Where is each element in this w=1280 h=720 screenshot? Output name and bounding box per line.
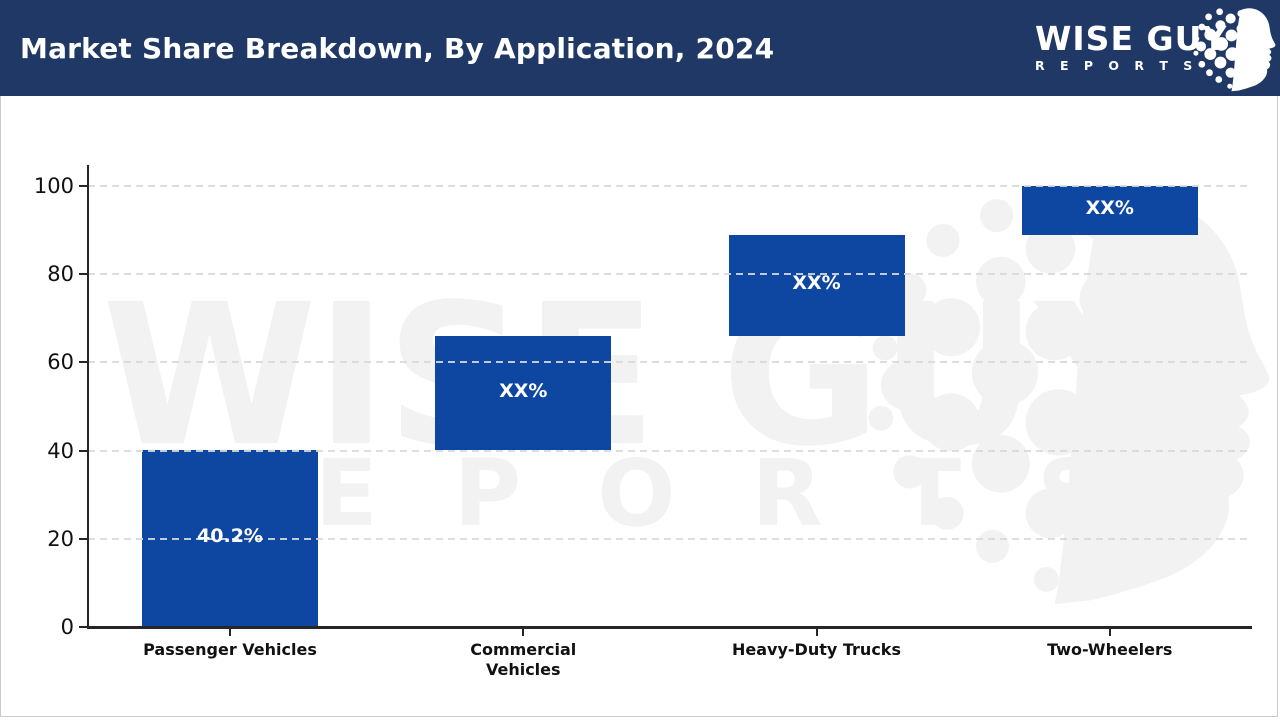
bar-segment-commercial-vehicles [435,335,612,450]
y-tick-mark [79,185,88,187]
y-tick-mark [79,626,88,628]
x-tick-mark [522,628,525,636]
header-bar: Market Share Breakdown, By Application, … [0,0,1280,96]
bar-segment-heavy-duty-trucks [728,234,905,336]
y-tick-label: 100 [33,174,74,198]
y-gridline [88,537,1252,540]
y-gridline [88,273,1252,276]
x-axis-label: Commercial Vehicles [470,640,577,679]
x-axis-label: Two-Wheelers [1047,640,1173,659]
bar-value-label: 40.2% [197,525,263,548]
x-tick-mark [1108,628,1111,636]
x-axis-label: Passenger Vehicles [143,640,317,659]
x-tick-mark [815,628,818,636]
y-tick-label: 0 [60,615,74,639]
y-tick-mark [79,537,88,540]
bar-value-label: XX% [792,272,841,295]
y-gridline [88,361,1252,364]
x-axis-label: Heavy-Duty Trucks [732,640,901,659]
y-tick-label: 20 [47,526,74,551]
bar-value-label: XX% [499,379,548,402]
logo-subtitle: R E P O R T S [1035,57,1198,73]
x-tick-mark [229,628,231,636]
y-gridline [88,449,1252,452]
y-tick-label: 80 [47,262,74,287]
bar-segment-two-wheelers [1021,186,1198,235]
page-title: Market Share Breakdown, By Application, … [20,31,775,65]
y-tick-mark [79,273,88,276]
y-gridline [88,185,1252,187]
bar-value-label: XX% [1085,197,1134,220]
y-tick-label: 60 [47,350,74,375]
y-tick-mark [79,449,88,452]
y-axis-line [87,165,89,629]
logo-face-icon [1193,8,1276,92]
y-tick-label: 40 [47,438,74,463]
x-axis-line [88,626,1252,629]
y-tick-mark [79,361,88,364]
